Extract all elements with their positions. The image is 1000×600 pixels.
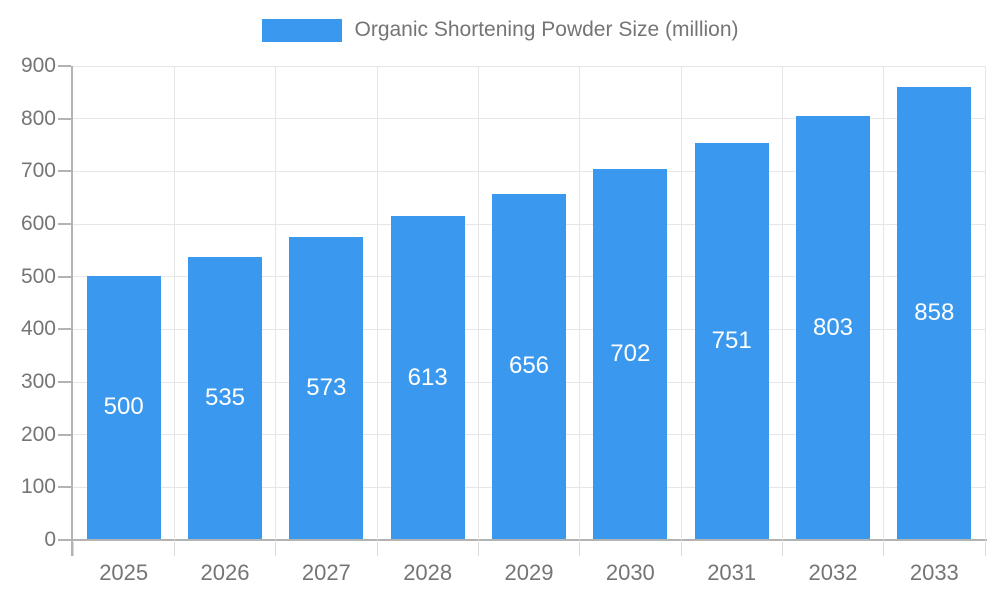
h-gridline [73,65,985,67]
v-gridline [680,66,682,540]
x-axis-label: 2030 [605,560,655,585]
y-axis-line [71,66,73,556]
y-tick [58,223,71,225]
x-axis-label: 2031 [707,560,757,585]
x-tick [984,542,986,556]
legend-swatch-icon [261,18,342,42]
bar-value-label: 751 [711,327,752,355]
bar-value-label: 573 [306,374,347,402]
bar[interactable]: 535 [188,257,262,539]
bar-value-label: 858 [914,299,955,327]
bar-value-label: 500 [103,393,144,421]
v-gridline [275,66,277,540]
bar[interactable]: 500 [86,275,161,539]
v-gridline [781,66,783,540]
bar[interactable]: 656 [492,193,566,539]
x-tick [883,542,885,556]
v-gridline [984,66,986,540]
y-axis-label: 100 [20,475,56,499]
bar-value-label: 702 [610,340,651,368]
x-axis-label: 2026 [200,560,250,585]
x-tick [173,542,175,556]
y-axis-label: 300 [20,370,56,393]
y-axis-label: 0 [44,528,56,551]
h-gridline [73,170,985,172]
x-axis-label: 2033 [909,560,959,585]
x-axis-label: 2028 [403,560,453,585]
bar[interactable]: 573 [289,237,364,539]
bar-value-label: 613 [407,363,448,391]
h-gridline [73,118,985,120]
x-axis-label: 2025 [99,560,149,585]
y-tick [58,381,71,383]
y-axis-label: 500 [20,264,56,288]
bar-value-label: 535 [204,384,246,412]
legend[interactable]: Organic Shortening Powder Size (million) [0,18,1000,42]
y-tick [58,275,71,278]
x-axis-line [71,539,987,541]
y-axis-label: 800 [20,106,56,130]
bar-value-label: 803 [812,313,854,341]
v-gridline [173,66,175,540]
legend-label: Organic Shortening Powder Size (million) [354,18,739,41]
x-tick [680,542,682,556]
v-gridline [376,66,378,540]
x-tick [579,542,581,556]
bar[interactable]: 751 [694,143,769,539]
bar-value-label: 656 [508,352,550,380]
x-tick [477,542,479,556]
bar[interactable]: 803 [796,116,870,539]
x-axis-label: 2029 [504,560,554,585]
v-gridline [477,66,479,540]
y-tick [58,328,71,331]
y-tick [58,65,71,67]
y-axis-label: 200 [20,422,56,446]
y-tick [58,117,71,120]
y-axis-label: 400 [20,317,56,341]
x-tick [781,542,783,556]
plot-area: 0 100 200 300 400 500 600 700 800 900 2025 2026 2027… [21,54,987,585]
x-tick [275,542,277,556]
bar[interactable]: 702 [593,169,668,539]
y-axis-label: 700 [20,159,56,183]
v-gridline [883,66,885,540]
y-axis-label: 600 [20,212,56,235]
x-tick [72,542,74,556]
x-axis-label: 2027 [301,560,351,585]
y-tick [58,486,71,489]
bar[interactable]: 858 [897,87,972,539]
y-axis-label: 900 [20,54,56,77]
x-axis-label: 2032 [808,560,858,585]
y-tick [58,539,71,541]
v-gridline [579,66,581,540]
y-tick [58,170,71,173]
y-tick [58,433,71,436]
bar[interactable]: 613 [390,216,465,539]
x-tick [376,542,378,556]
